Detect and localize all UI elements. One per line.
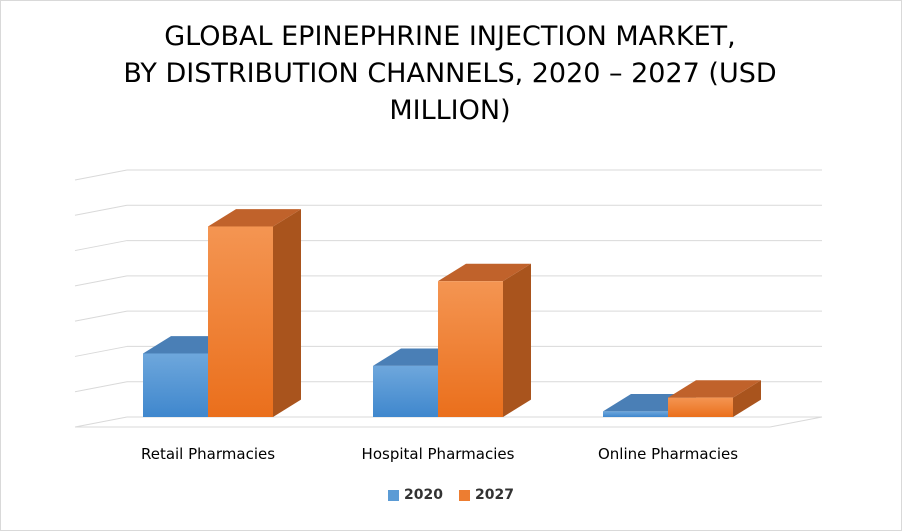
bar-top bbox=[438, 263, 531, 282]
legend-item-2027: 2027 bbox=[459, 487, 514, 503]
gridline-side bbox=[74, 416, 128, 428]
legend-label-2020: 2020 bbox=[404, 487, 443, 503]
gridline-side bbox=[74, 169, 128, 181]
gridline-side bbox=[74, 310, 128, 322]
category-label: Online Pharmacies bbox=[598, 445, 738, 463]
category-label: Hospital Pharmacies bbox=[362, 445, 515, 463]
legend: 2020 2027 bbox=[0, 487, 902, 503]
bar-2027-2 bbox=[668, 380, 761, 417]
bar-2027-0 bbox=[208, 209, 301, 417]
bars bbox=[143, 209, 761, 417]
chart-title-line-1: GLOBAL EPINEPHRINE INJECTION MARKET, bbox=[164, 21, 736, 52]
legend-swatch-2027 bbox=[459, 489, 470, 501]
bar-front bbox=[603, 411, 668, 417]
chart-title: GLOBAL EPINEPHRINE INJECTION MARKET, BY … bbox=[60, 18, 840, 129]
bar-side bbox=[273, 209, 301, 417]
gridline-side bbox=[74, 381, 128, 393]
bar-2027-1 bbox=[438, 263, 531, 417]
bar-front bbox=[208, 226, 273, 417]
floor-right-edge bbox=[769, 416, 823, 428]
gridline-side bbox=[74, 240, 128, 252]
legend-item-2020: 2020 bbox=[388, 487, 443, 503]
bar-front bbox=[143, 353, 208, 417]
bar-front bbox=[668, 397, 733, 417]
bar-top bbox=[208, 209, 301, 227]
category-labels: Retail Pharmacies Hospital Pharmacies Onli… bbox=[141, 445, 738, 463]
category-label: Retail Pharmacies bbox=[141, 445, 275, 463]
chart-title-line-3: MILLION) bbox=[389, 95, 511, 126]
bar-side bbox=[503, 263, 531, 417]
legend-label-2027: 2027 bbox=[475, 487, 514, 503]
gridline-side bbox=[74, 204, 128, 216]
bar-front bbox=[373, 365, 438, 417]
gridline-side bbox=[74, 345, 128, 357]
bar-side bbox=[733, 380, 761, 417]
gridline-side bbox=[74, 275, 128, 287]
bar-front bbox=[438, 281, 503, 417]
legend-swatch-2020 bbox=[388, 489, 400, 501]
bar-top bbox=[668, 380, 761, 398]
chart-title-line-2: BY DISTRIBUTION CHANNELS, 2020 – 2027 (U… bbox=[123, 58, 777, 89]
